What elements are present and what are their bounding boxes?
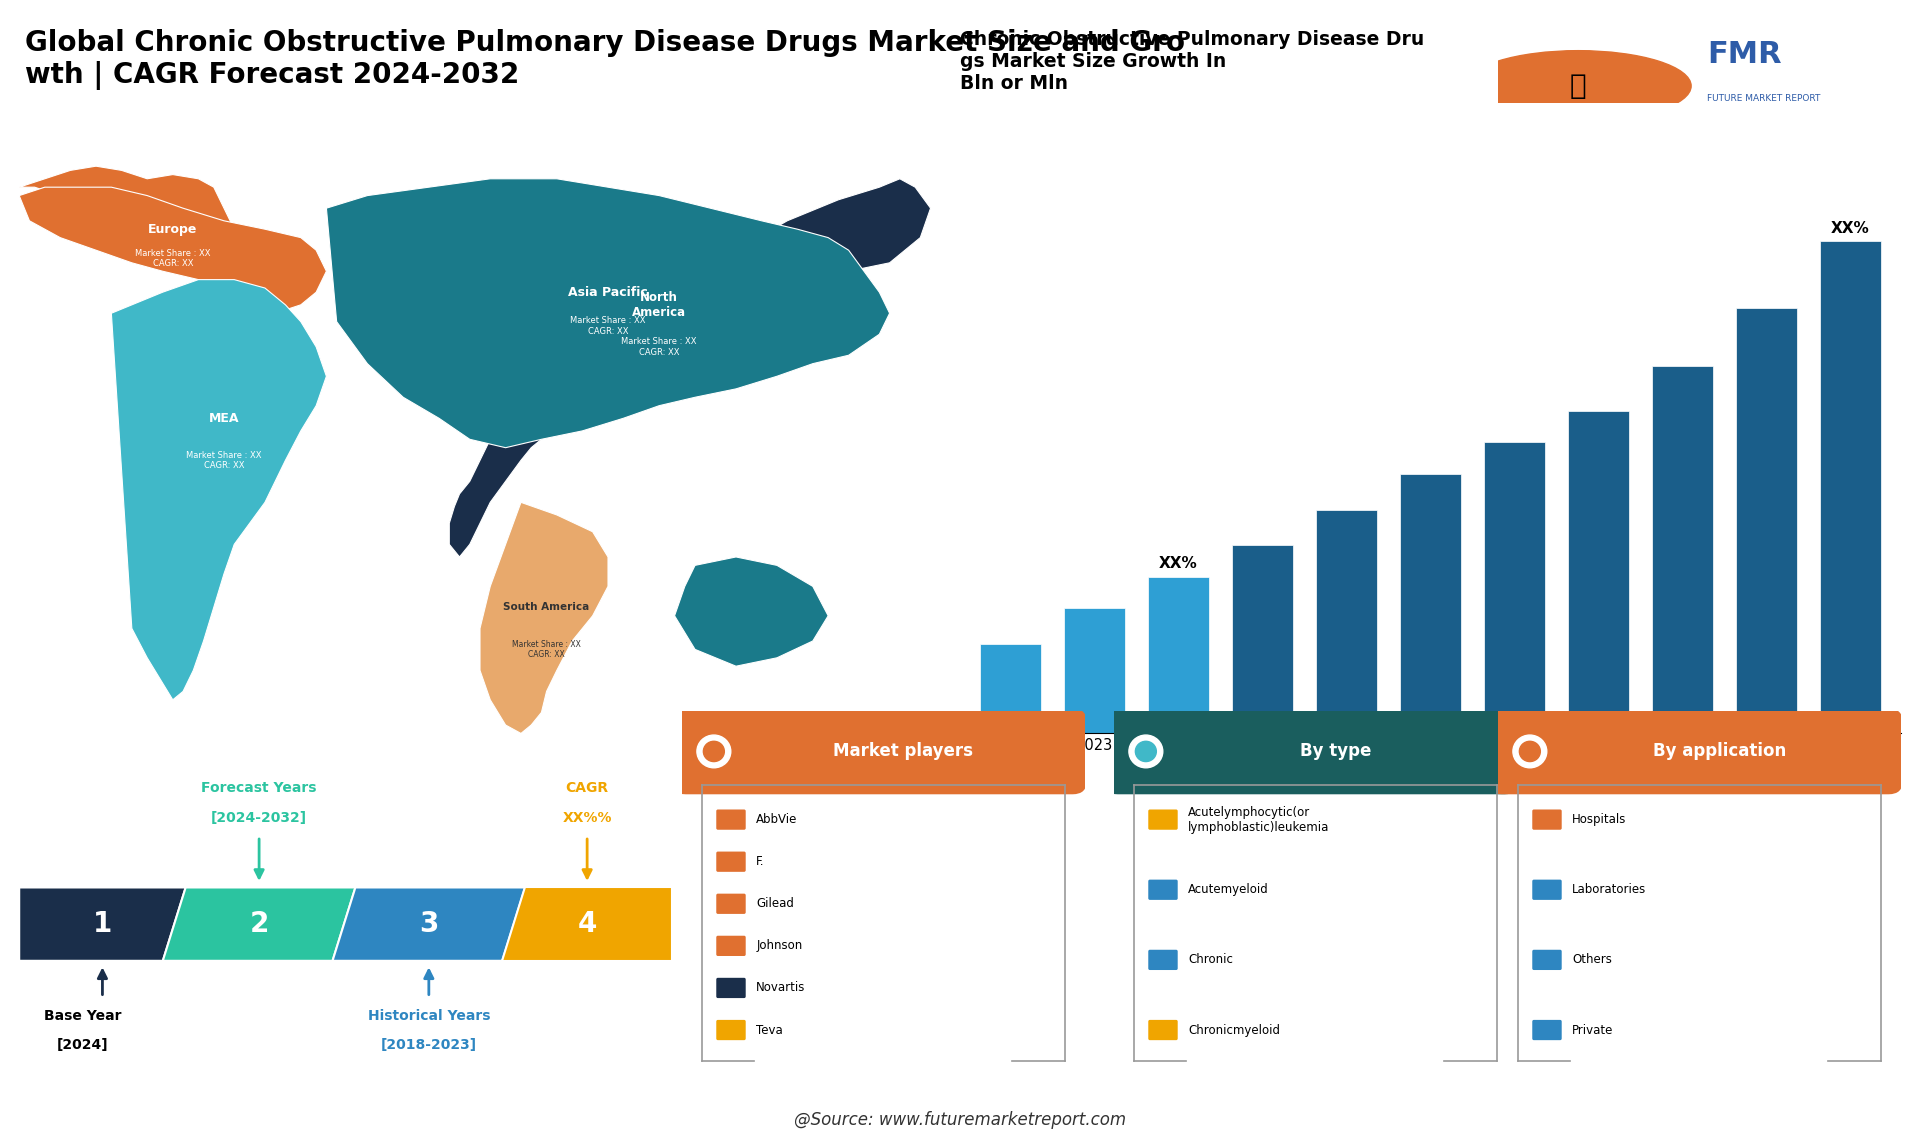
Text: Hospitals: Hospitals xyxy=(1572,814,1626,826)
Text: Novartis: Novartis xyxy=(756,981,806,995)
Bar xyxy=(1736,308,1797,733)
Text: Europe: Europe xyxy=(148,222,198,236)
FancyBboxPatch shape xyxy=(716,1020,745,1041)
Bar xyxy=(1651,367,1713,733)
Text: Historical Years: Historical Years xyxy=(367,1008,490,1023)
Polygon shape xyxy=(428,179,931,557)
Text: [2024]: [2024] xyxy=(58,1038,109,1052)
Text: FUTURE MARKET REPORT: FUTURE MARKET REPORT xyxy=(1707,94,1820,103)
FancyBboxPatch shape xyxy=(716,894,745,913)
Text: XX%%: XX%% xyxy=(563,810,612,825)
Text: Private: Private xyxy=(1572,1023,1613,1036)
Polygon shape xyxy=(503,887,672,960)
Text: Asia Pacific: Asia Pacific xyxy=(568,285,647,299)
FancyBboxPatch shape xyxy=(1148,950,1177,970)
Bar xyxy=(1400,473,1461,733)
Polygon shape xyxy=(480,502,609,733)
FancyBboxPatch shape xyxy=(1148,809,1177,830)
FancyBboxPatch shape xyxy=(716,851,745,872)
FancyBboxPatch shape xyxy=(1148,880,1177,900)
Circle shape xyxy=(1465,50,1692,121)
FancyBboxPatch shape xyxy=(1532,880,1561,900)
Bar xyxy=(1233,545,1292,733)
Text: XX%: XX% xyxy=(1160,557,1198,572)
Circle shape xyxy=(1513,735,1548,768)
FancyBboxPatch shape xyxy=(716,936,745,956)
Text: Gilead: Gilead xyxy=(756,897,795,910)
FancyBboxPatch shape xyxy=(1104,708,1519,794)
Text: Market Share : XX
CAGR: XX: Market Share : XX CAGR: XX xyxy=(186,450,261,470)
Text: Teva: Teva xyxy=(756,1023,783,1036)
Bar xyxy=(1820,241,1880,733)
Text: CAGR: CAGR xyxy=(566,782,609,795)
Text: Market Share : XX
CAGR: XX: Market Share : XX CAGR: XX xyxy=(513,639,582,659)
Text: 4: 4 xyxy=(578,910,597,939)
Text: Chronic Obstructive Pulmonary Disease Dru
gs Market Size Growth In
Bln or Mln: Chronic Obstructive Pulmonary Disease Dr… xyxy=(960,30,1425,93)
Polygon shape xyxy=(332,887,526,960)
Text: Market players: Market players xyxy=(833,743,973,761)
Text: 2: 2 xyxy=(250,910,269,939)
Text: AbbVie: AbbVie xyxy=(756,814,797,826)
Text: 🔭: 🔭 xyxy=(1571,72,1586,100)
Text: Laboratories: Laboratories xyxy=(1572,884,1647,896)
Polygon shape xyxy=(674,557,828,666)
Text: Market Share : XX
CAGR: XX: Market Share : XX CAGR: XX xyxy=(570,316,645,336)
Text: Acutelymphocytic(or
lymphoblastic)leukemia: Acutelymphocytic(or lymphoblastic)leukem… xyxy=(1188,806,1329,833)
Text: Global Chronic Obstructive Pulmonary Disease Drugs Market Size and Gro
wth | CAG: Global Chronic Obstructive Pulmonary Dis… xyxy=(25,29,1185,91)
Text: Chronicmyeloid: Chronicmyeloid xyxy=(1188,1023,1281,1036)
FancyBboxPatch shape xyxy=(716,978,745,998)
Polygon shape xyxy=(19,887,186,960)
Text: Base Year: Base Year xyxy=(44,1008,121,1023)
FancyBboxPatch shape xyxy=(1148,1020,1177,1041)
Text: By application: By application xyxy=(1653,743,1786,761)
Text: Market Share : XX
CAGR: XX: Market Share : XX CAGR: XX xyxy=(622,337,697,356)
Text: FMR: FMR xyxy=(1707,40,1782,69)
Text: @Source: www.futuremarketreport.com: @Source: www.futuremarketreport.com xyxy=(795,1110,1125,1129)
Circle shape xyxy=(1135,741,1156,762)
Bar xyxy=(1569,411,1628,733)
FancyBboxPatch shape xyxy=(716,809,745,830)
FancyBboxPatch shape xyxy=(1532,950,1561,970)
Text: Johnson: Johnson xyxy=(756,940,803,952)
Text: [2024-2032]: [2024-2032] xyxy=(211,810,307,825)
FancyBboxPatch shape xyxy=(672,708,1087,794)
Text: XX%: XX% xyxy=(1832,221,1870,236)
Polygon shape xyxy=(111,280,326,700)
Circle shape xyxy=(1129,735,1164,768)
Text: Acutemyeloid: Acutemyeloid xyxy=(1188,884,1269,896)
Text: F.: F. xyxy=(756,855,764,869)
Text: Chronic: Chronic xyxy=(1188,953,1233,966)
Circle shape xyxy=(703,741,724,762)
Polygon shape xyxy=(326,179,889,448)
Text: By type: By type xyxy=(1300,743,1371,761)
FancyBboxPatch shape xyxy=(1488,708,1903,794)
Polygon shape xyxy=(19,187,326,313)
Bar xyxy=(1064,609,1125,733)
Bar xyxy=(1315,510,1377,733)
FancyBboxPatch shape xyxy=(1532,809,1561,830)
Polygon shape xyxy=(19,166,234,272)
Text: [2018-2023]: [2018-2023] xyxy=(380,1038,476,1052)
Text: MEA: MEA xyxy=(209,411,240,425)
Bar xyxy=(1484,442,1544,733)
Bar xyxy=(1148,576,1210,733)
Text: 3: 3 xyxy=(419,910,438,939)
Text: North
America: North America xyxy=(632,291,685,319)
Text: Market Share : XX
CAGR: XX: Market Share : XX CAGR: XX xyxy=(134,249,211,268)
Text: South America: South America xyxy=(503,603,589,612)
Circle shape xyxy=(1519,741,1540,762)
Text: Forecast Years: Forecast Years xyxy=(202,782,317,795)
Text: 1: 1 xyxy=(92,910,111,939)
Text: Others: Others xyxy=(1572,953,1613,966)
Bar xyxy=(979,644,1041,733)
Circle shape xyxy=(697,735,732,768)
Polygon shape xyxy=(163,887,355,960)
FancyBboxPatch shape xyxy=(1532,1020,1561,1041)
